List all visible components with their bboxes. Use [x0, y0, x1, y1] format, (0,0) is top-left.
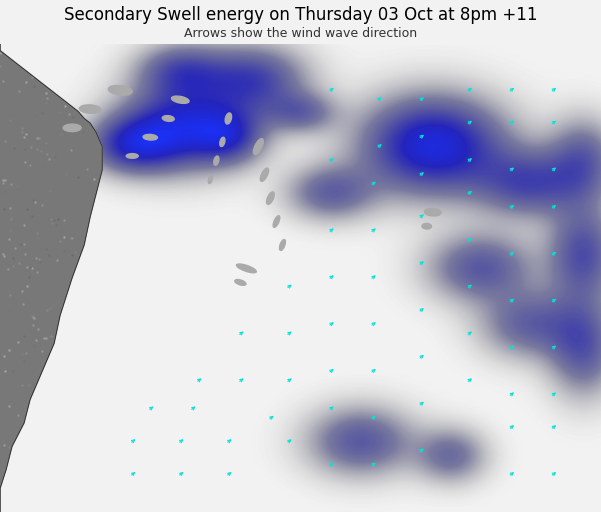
Ellipse shape — [422, 223, 432, 229]
Ellipse shape — [225, 113, 231, 124]
Ellipse shape — [220, 137, 225, 146]
Ellipse shape — [162, 116, 174, 121]
Ellipse shape — [267, 192, 274, 204]
Ellipse shape — [235, 280, 246, 285]
Ellipse shape — [273, 216, 280, 227]
Ellipse shape — [260, 168, 269, 181]
Ellipse shape — [236, 264, 257, 273]
Ellipse shape — [254, 139, 263, 155]
Ellipse shape — [424, 208, 441, 216]
Ellipse shape — [79, 105, 101, 113]
Ellipse shape — [63, 124, 81, 132]
Ellipse shape — [108, 86, 132, 95]
Text: Arrows show the wind wave direction: Arrows show the wind wave direction — [184, 28, 417, 40]
Text: Secondary Swell energy on Thursday 03 Oct at 8pm +11: Secondary Swell energy on Thursday 03 Oc… — [64, 6, 537, 24]
Ellipse shape — [209, 175, 212, 183]
Ellipse shape — [171, 96, 189, 103]
Ellipse shape — [143, 134, 157, 140]
Ellipse shape — [279, 240, 285, 250]
Polygon shape — [0, 44, 102, 512]
Ellipse shape — [126, 154, 138, 158]
Ellipse shape — [214, 156, 219, 165]
